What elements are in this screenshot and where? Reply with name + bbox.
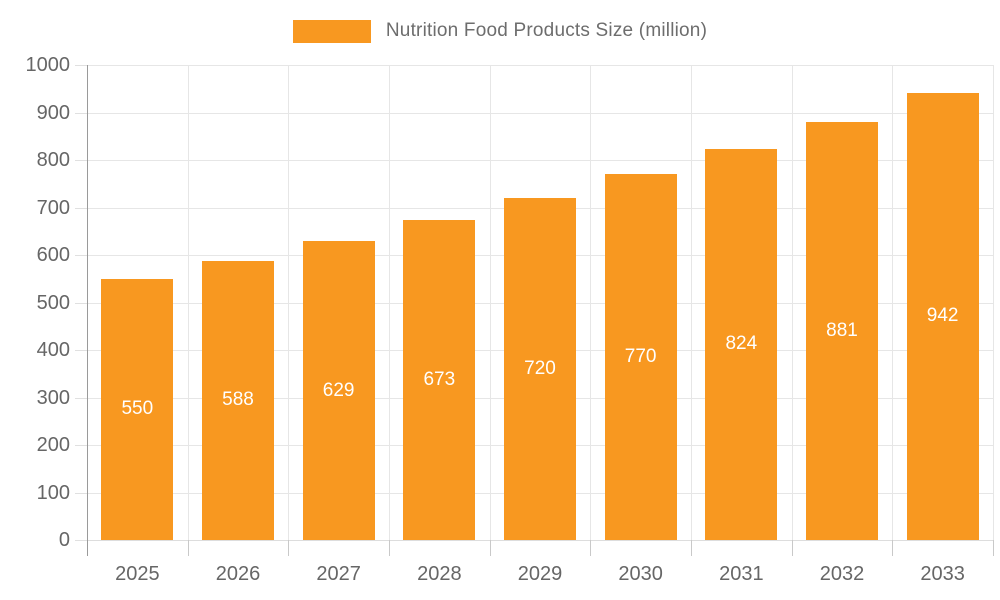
bar[interactable]: 720: [504, 198, 576, 540]
x-axis-tick-label: 2027: [316, 563, 361, 585]
bar-value-label: 942: [926, 305, 959, 327]
legend-label: Nutrition Food Products Size (million): [385, 20, 708, 41]
x-axis-tick: [187, 540, 189, 556]
y-axis-tick: [75, 492, 87, 494]
v-gridline: [892, 65, 894, 540]
y-axis-tick: [75, 255, 87, 256]
x-axis-tick-label: 2029: [517, 563, 563, 585]
bar[interactable]: 629: [302, 241, 375, 540]
y-axis-tick: [75, 445, 87, 446]
v-gridline: [489, 65, 491, 540]
v-gridline: [691, 65, 692, 540]
y-axis-tick-label: 0: [58, 529, 70, 551]
y-axis-tick-label: 200: [36, 434, 70, 456]
y-axis-tick: [75, 540, 87, 541]
bar-value-label: 770: [624, 346, 657, 368]
y-axis-tick-label: 600: [36, 244, 70, 266]
bar[interactable]: 881: [806, 121, 878, 540]
y-axis-tick-label: 500: [36, 291, 70, 314]
plot-area: 0 100 200 300 400 500 600 700 800 900 1000 550 588 62…: [26, 55, 994, 585]
bar-value-label: 588: [222, 389, 254, 411]
x-axis-tick: [389, 540, 390, 556]
y-axis-line: [87, 65, 88, 556]
y-axis-tick: [75, 350, 87, 351]
v-gridline: [389, 65, 390, 540]
bar-value-label: 824: [725, 333, 758, 355]
x-axis-tick-label: 2025: [115, 563, 160, 585]
legend-swatch: [292, 19, 371, 43]
h-gridline: [87, 65, 993, 66]
v-gridline: [187, 65, 189, 540]
v-gridline: [288, 65, 290, 540]
y-axis-tick-label: 700: [36, 196, 70, 219]
bar[interactable]: 673: [403, 220, 476, 540]
x-axis-tick: [892, 540, 894, 556]
bar[interactable]: 550: [101, 278, 174, 540]
x-axis-tick-label: 2032: [819, 563, 865, 585]
v-gridline: [993, 65, 994, 540]
y-axis-tick-label: 100: [36, 481, 70, 504]
y-axis-tick-label: 900: [36, 101, 70, 124]
bar-value-label: 881: [826, 319, 858, 341]
bar[interactable]: 770: [604, 174, 677, 540]
y-axis-tick-label: 800: [36, 149, 70, 171]
y-axis-tick-label: 300: [36, 386, 70, 409]
bar[interactable]: 588: [202, 260, 274, 540]
y-axis-tick: [75, 112, 87, 114]
x-axis-line: [87, 540, 993, 541]
y-axis-tick: [75, 160, 87, 161]
bar[interactable]: 942: [906, 92, 979, 540]
y-axis-tick: [75, 302, 87, 304]
v-gridline: [791, 65, 793, 540]
y-axis-tick: [75, 397, 87, 399]
legend-item[interactable]: Nutrition Food Products Size (million): [0, 17, 1000, 45]
v-gridline: [590, 65, 592, 540]
h-gridline: [87, 160, 993, 161]
bar-value-label: 673: [423, 369, 456, 391]
x-axis-tick: [993, 540, 994, 556]
bar-value-label: 720: [524, 358, 556, 379]
x-axis-tick-label: 2033: [920, 563, 965, 585]
x-axis-tick: [489, 540, 491, 556]
bar[interactable]: 824: [705, 148, 778, 540]
x-axis-tick: [691, 540, 692, 556]
x-axis-tick-label: 2028: [417, 563, 462, 585]
bar-value-label: 629: [322, 379, 355, 401]
h-gridline: [87, 112, 993, 114]
y-axis-tick: [75, 65, 87, 66]
y-axis-tick-label: 400: [36, 339, 70, 361]
x-axis-tick: [590, 540, 592, 556]
bar-value-label: 550: [121, 398, 154, 420]
y-axis-tick: [75, 207, 87, 209]
x-axis-tick: [288, 540, 290, 556]
x-axis-tick-label: 2030: [618, 563, 663, 585]
x-axis-tick-label: 2031: [719, 563, 764, 585]
x-axis-tick-label: 2026: [215, 563, 261, 585]
y-axis-tick-label: 1000: [25, 54, 71, 76]
x-axis-tick: [791, 540, 793, 556]
